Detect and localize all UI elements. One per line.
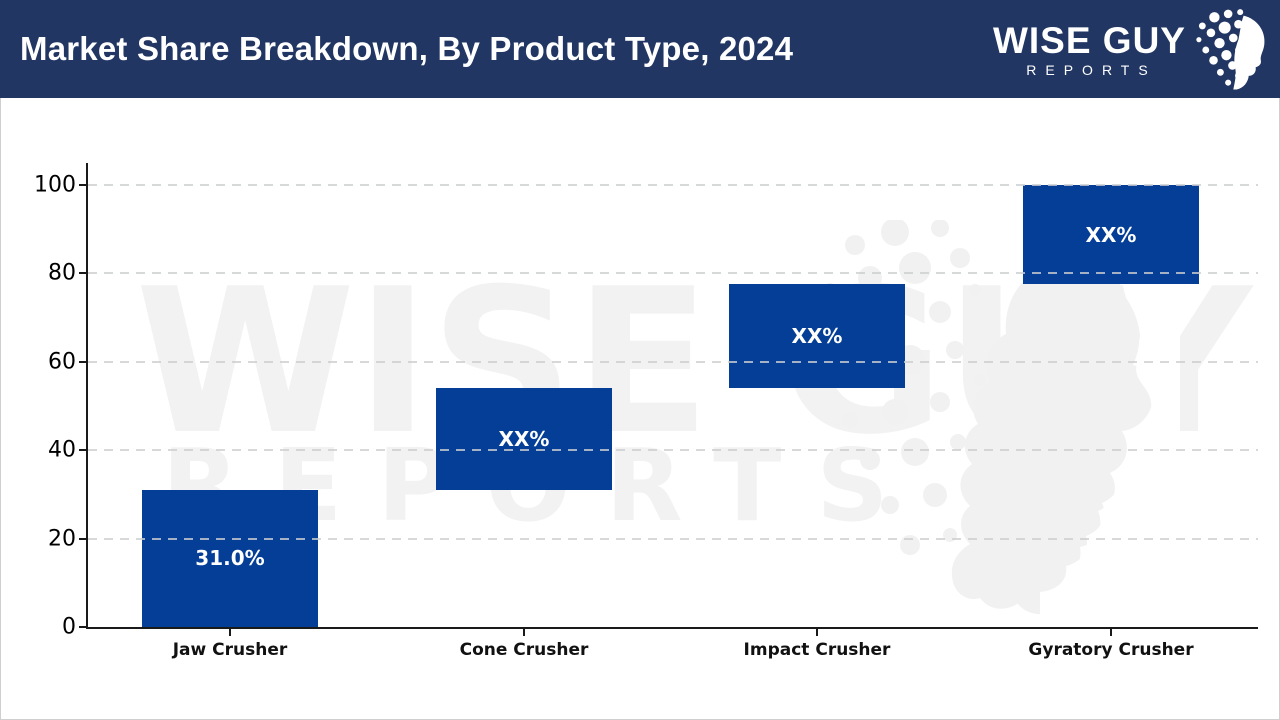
watermark-head-icon [819,220,1180,620]
gridline-40 [88,449,1258,452]
bar-value-label: XX% [498,427,550,452]
waterfall-bar-2 [436,388,612,490]
y-tick-label: 60 [48,349,76,375]
y-tick-mark [79,449,87,452]
x-axis-spine [86,627,1258,629]
x-tick-mark [523,629,525,636]
logo-wordmark-line1: WISE GUY [992,20,1186,61]
x-tick-mark [816,629,818,636]
bar-value-label: XX% [791,324,843,349]
wiseguy-logo: WISE GUY REPORTS [993,6,1268,94]
chart-canvas: WISE GUY REPORTS 02040608010031.0%XX%XX%… [0,98,1280,720]
waterfall-bar-4 [1023,185,1199,285]
y-tick-label: 80 [48,260,76,286]
waterfall-bar-1 [142,489,318,627]
x-tick-mark [229,629,231,636]
y-tick-label: 100 [34,172,76,198]
y-tick-mark [79,626,87,628]
x-category-label: Gyratory Crusher [1028,640,1194,660]
logo-wordmark: WISE GUY REPORTS [993,22,1186,78]
y-axis-spine [86,163,88,629]
y-tick-label: 20 [48,526,76,552]
gridline-100 [88,184,1258,186]
y-tick-mark [79,184,87,186]
x-category-label: Jaw Crusher [172,640,288,660]
header-bar: Market Share Breakdown, By Product Type,… [0,0,1280,98]
page-title: Market Share Breakdown, By Product Type,… [20,30,794,67]
y-tick-mark [79,537,87,540]
x-category-label: Cone Crusher [459,640,589,660]
gridline-80 [88,272,1258,275]
y-tick-mark [79,272,87,275]
y-tick-label: 0 [62,614,76,640]
gridline-60 [88,360,1258,363]
x-category-label: Impact Crusher [743,640,891,660]
y-tick-label: 40 [48,437,76,463]
y-tick-mark [79,360,87,363]
bar-value-label: XX% [1085,222,1137,247]
gridline-20 [88,537,1258,540]
logo-face-icon [1196,9,1265,90]
x-tick-mark [1110,629,1112,636]
bar-value-label: 31.0% [195,546,265,571]
waterfall-bar-3 [729,284,905,389]
logo-wordmark-line2: REPORTS [1026,62,1157,78]
